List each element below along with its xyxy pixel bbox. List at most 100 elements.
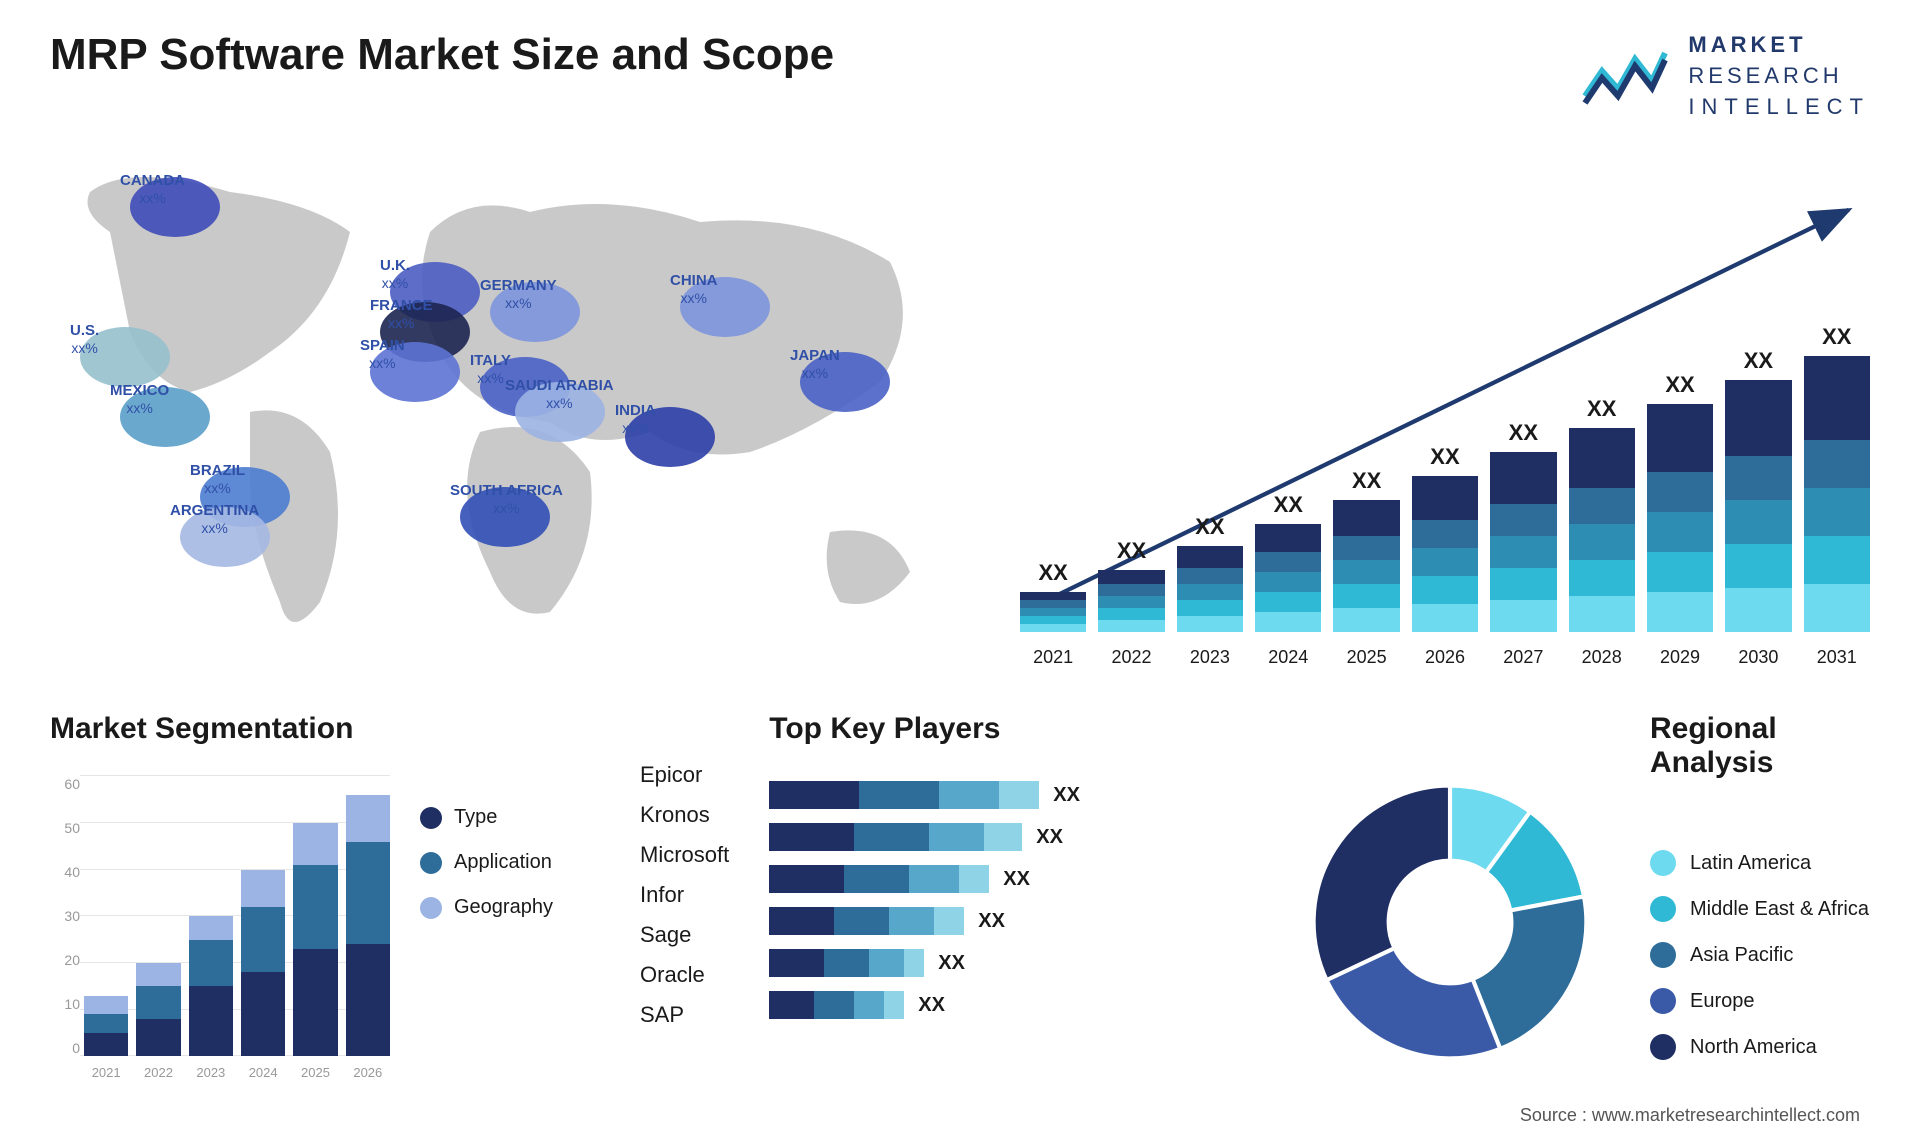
player-seg — [999, 781, 1039, 809]
player-seg — [814, 991, 854, 1019]
map-label-canada: CANADAxx% — [120, 172, 185, 207]
regional-donut — [1300, 772, 1600, 1072]
header: MRP Software Market Size and Scope MARKE… — [50, 30, 1870, 122]
growth-seg — [1804, 488, 1870, 536]
map-label-germany: GERMANYxx% — [480, 277, 557, 312]
growth-seg — [1412, 476, 1478, 520]
growth-seg — [1647, 404, 1713, 472]
growth-seg — [1725, 544, 1791, 588]
seg-seg-geography — [346, 795, 390, 842]
growth-seg — [1569, 560, 1635, 596]
growth-bar-2031: XX2031 — [1804, 324, 1870, 632]
legend-label: Type — [454, 806, 497, 829]
seg-seg-type — [346, 944, 390, 1056]
seg-seg-application — [346, 842, 390, 945]
player-value-label: XX — [978, 910, 1005, 933]
seg-seg-application — [241, 907, 285, 972]
growth-bar-2023: XX2023 — [1177, 514, 1243, 632]
growth-bar-2022: XX2022 — [1098, 538, 1164, 632]
growth-seg — [1647, 472, 1713, 512]
player-seg — [904, 949, 924, 977]
growth-seg — [1098, 570, 1164, 584]
map-label-france: FRANCExx% — [370, 297, 433, 332]
player-seg — [769, 781, 859, 809]
key-players-panel: EpicorKronosMicrosoftInforSageOracleSAP … — [640, 712, 1260, 1132]
seg-seg-geography — [241, 870, 285, 907]
player-seg — [769, 907, 834, 935]
growth-seg — [1020, 624, 1086, 632]
growth-seg — [1098, 620, 1164, 632]
seg-seg-application — [293, 865, 337, 949]
growth-value-label: XX — [1039, 560, 1068, 586]
legend-label: Europe — [1690, 990, 1755, 1013]
map-label-japan: JAPANxx% — [790, 347, 840, 382]
growth-seg — [1569, 524, 1635, 560]
player-seg — [909, 865, 959, 893]
growth-seg — [1177, 600, 1243, 616]
player-seg — [939, 781, 999, 809]
page-title: MRP Software Market Size and Scope — [50, 30, 834, 80]
player-bar-row: XX — [769, 949, 1260, 977]
seg-seg-geography — [136, 963, 180, 986]
growth-value-label: XX — [1274, 492, 1303, 518]
seg-seg-type — [84, 1033, 128, 1056]
regional-legend-item: North America — [1650, 1034, 1870, 1060]
growth-seg — [1255, 592, 1321, 612]
seg-year-label: 2021 — [84, 1065, 128, 1080]
player-bar-row: XX — [769, 781, 1260, 809]
growth-bar-2026: XX2026 — [1412, 444, 1478, 632]
legend-swatch-icon — [1650, 942, 1676, 968]
growth-seg — [1569, 488, 1635, 524]
seg-year-label: 2025 — [293, 1065, 337, 1080]
legend-label: Application — [454, 851, 552, 874]
growth-seg — [1647, 552, 1713, 592]
seg-ytick: 20 — [50, 952, 80, 968]
player-value-label: XX — [938, 952, 965, 975]
seg-bar-2022: 2022 — [136, 963, 180, 1056]
map-label-u-k-: U.K.xx% — [380, 257, 410, 292]
player-seg — [834, 907, 889, 935]
regional-legend-item: Middle East & Africa — [1650, 896, 1870, 922]
map-label-brazil: BRAZILxx% — [190, 462, 245, 497]
growth-seg — [1804, 440, 1870, 488]
bottom-row: Market Segmentation 6050403020100 202120… — [50, 712, 1870, 1132]
player-seg — [934, 907, 964, 935]
player-name: Epicor — [640, 762, 729, 788]
map-label-saudi-arabia: SAUDI ARABIAxx% — [505, 377, 614, 412]
segmentation-title: Market Segmentation — [50, 712, 610, 746]
growth-seg — [1020, 600, 1086, 608]
growth-seg — [1490, 504, 1556, 536]
growth-year-label: 2030 — [1738, 647, 1778, 668]
regional-panel: Regional Analysis Latin AmericaMiddle Ea… — [1290, 712, 1870, 1132]
seg-ytick: 60 — [50, 776, 80, 792]
key-players-title: Top Key Players — [769, 712, 1260, 746]
seg-seg-geography — [189, 916, 233, 939]
player-bar-row: XX — [769, 907, 1260, 935]
seg-ytick: 30 — [50, 908, 80, 924]
player-seg — [959, 865, 989, 893]
player-name: Sage — [640, 922, 729, 948]
players-chart: XXXXXXXXXXXX — [769, 766, 1260, 1019]
seg-bar-2026: 2026 — [346, 795, 390, 1056]
growth-bar-2024: XX2024 — [1255, 492, 1321, 632]
growth-bar-2029: XX2029 — [1647, 372, 1713, 632]
seg-legend-type: Type — [420, 806, 553, 829]
growth-value-label: XX — [1430, 444, 1459, 470]
growth-seg — [1725, 588, 1791, 632]
growth-seg — [1333, 584, 1399, 608]
legend-label: North America — [1690, 1036, 1817, 1059]
growth-seg — [1098, 596, 1164, 608]
growth-seg — [1177, 584, 1243, 600]
growth-seg — [1412, 576, 1478, 604]
legend-label: Middle East & Africa — [1690, 898, 1869, 921]
legend-swatch-icon — [420, 852, 442, 874]
seg-ytick: 40 — [50, 864, 80, 880]
player-value-label: XX — [1053, 784, 1080, 807]
segmentation-panel: Market Segmentation 6050403020100 202120… — [50, 712, 610, 1132]
growth-year-label: 2022 — [1112, 647, 1152, 668]
legend-swatch-icon — [420, 807, 442, 829]
player-name: Infor — [640, 882, 729, 908]
player-seg — [854, 991, 884, 1019]
growth-seg — [1020, 616, 1086, 624]
player-seg — [824, 949, 869, 977]
